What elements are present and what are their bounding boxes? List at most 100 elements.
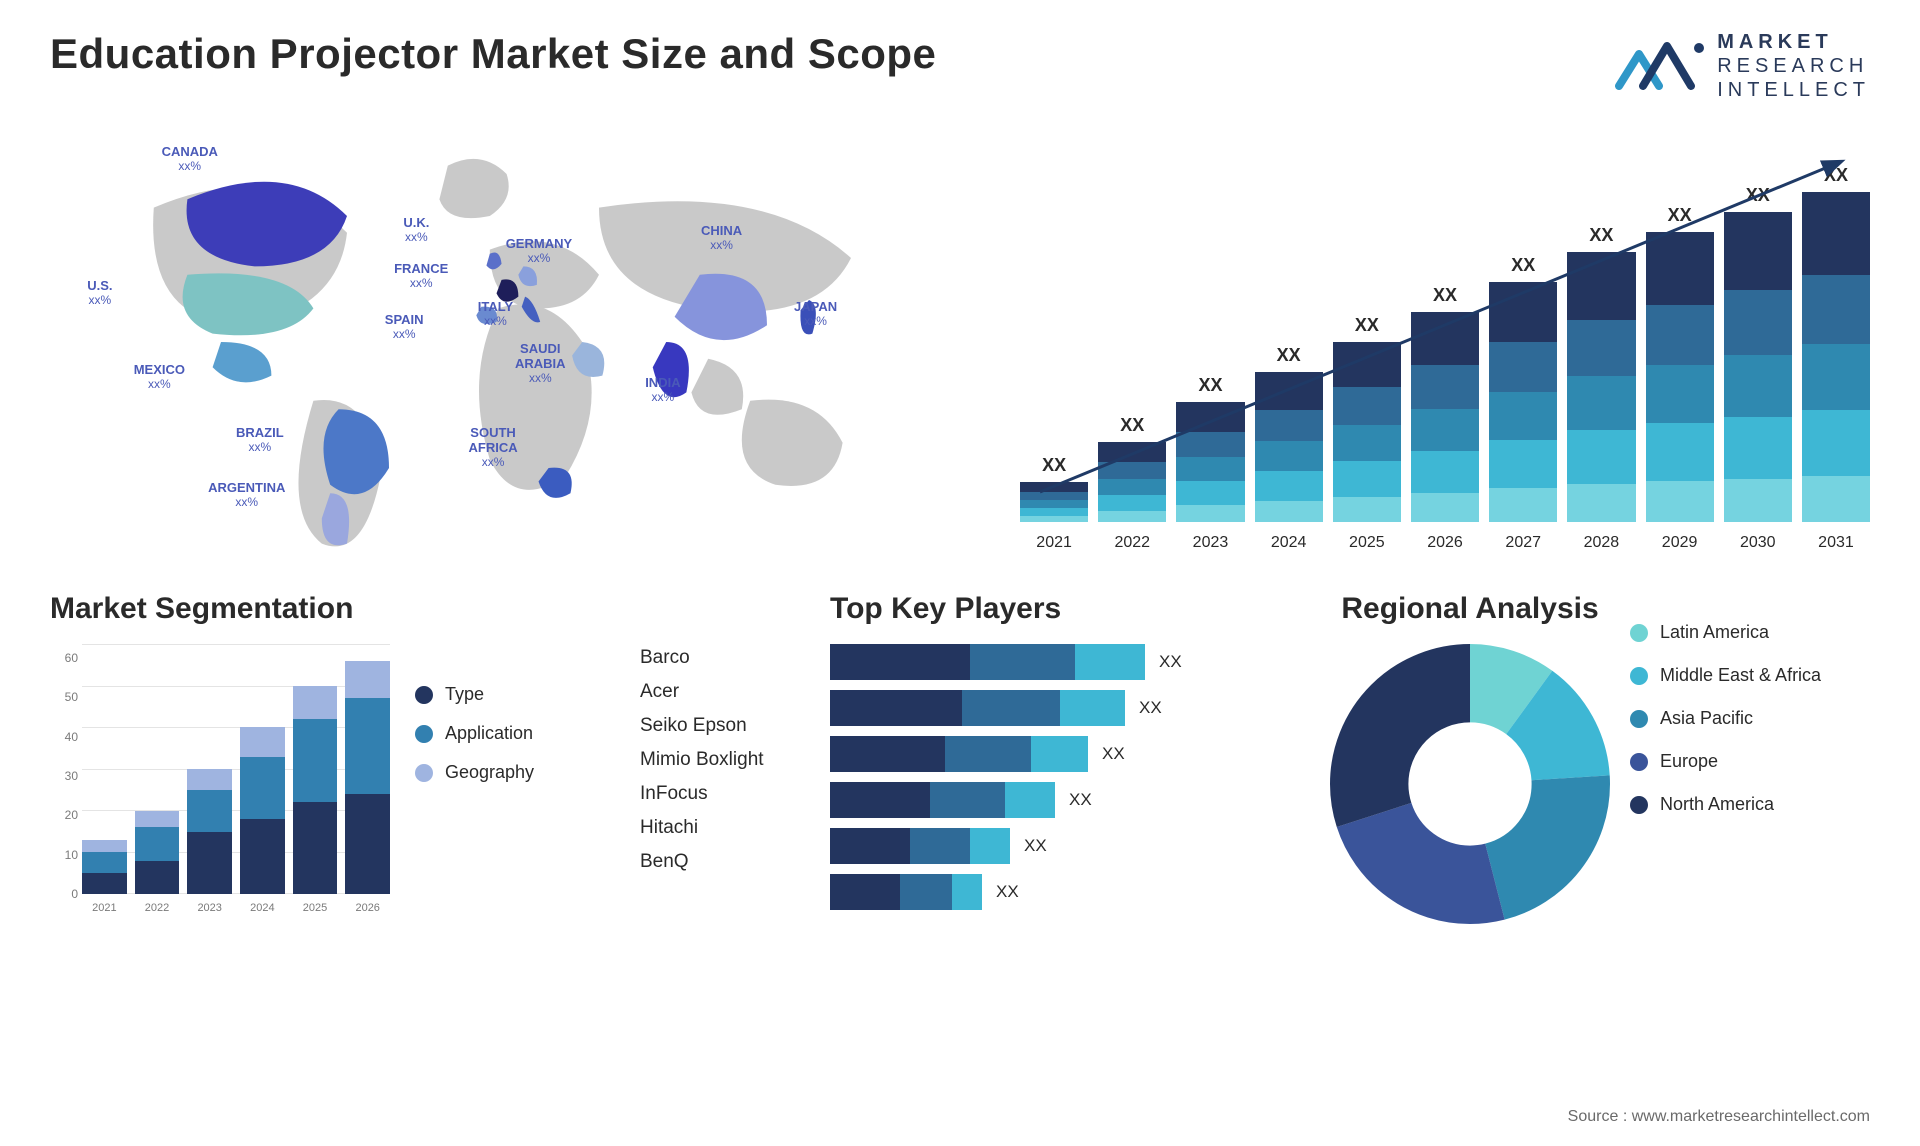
growth-value-label: XX	[1824, 165, 1848, 186]
growth-year-2025: 2025	[1333, 534, 1401, 552]
growth-value-label: XX	[1355, 315, 1379, 336]
regional-panel: Regional Analysis Latin America Middle Ea…	[1330, 592, 1870, 924]
growth-chart: XX XX XX XX XX XX XX XX XX XX XX 2021 2022 2023 2024 2…	[1020, 132, 1870, 552]
key-players-list: Barco Acer Seiko Epson Mimio Boxlight InFocu…	[640, 592, 810, 924]
player-benq: BenQ	[640, 851, 810, 873]
growth-bar-2021: XX	[1020, 455, 1088, 522]
growth-value-label: XX	[1668, 205, 1692, 226]
map-label-argentina: ARGENTINAxx%	[208, 481, 285, 510]
world-map-panel: CANADAxx% U.S.xx% MEXICOxx% BRAZILxx% ARGENT…	[50, 132, 980, 552]
growth-value-label: XX	[1042, 455, 1066, 476]
segmentation-chart: 0102030405060 202120222023202420252026	[50, 644, 390, 914]
logo-line1: MARKET	[1717, 30, 1870, 54]
regional-legend: Latin America Middle East & Africa Asia Pa…	[1630, 592, 1821, 924]
map-label-france: FRANCExx%	[394, 262, 448, 291]
region-legend-asia-pacific: Asia Pacific	[1630, 708, 1821, 729]
player-seiko-epson: Seiko Epson	[640, 715, 810, 737]
segmentation-bar-2023	[187, 769, 232, 894]
map-label-south-africa: SOUTHAFRICAxx%	[469, 426, 518, 470]
growth-year-2022: 2022	[1098, 534, 1166, 552]
segmentation-bar-2022	[135, 811, 180, 894]
region-legend-north-america: North America	[1630, 794, 1821, 815]
growth-year-2028: 2028	[1567, 534, 1635, 552]
growth-bar-2031: XX	[1802, 165, 1870, 522]
segmentation-bar-2026	[345, 661, 390, 894]
map-label-u-k-: U.K.xx%	[403, 216, 429, 245]
growth-bar-2024: XX	[1255, 345, 1323, 522]
segmentation-legend-application: Application	[415, 723, 534, 744]
player-bar-3: XX	[830, 782, 1300, 818]
player-infocus: InFocus	[640, 783, 810, 805]
growth-year-2030: 2030	[1724, 534, 1792, 552]
map-label-india: INDIAxx%	[645, 376, 680, 405]
growth-bar-2027: XX	[1489, 255, 1557, 522]
player-mimio-boxlight: Mimio Boxlight	[640, 749, 810, 771]
segmentation-bar-2024	[240, 727, 285, 894]
player-bar-2: XX	[830, 736, 1300, 772]
map-label-italy: ITALYxx%	[478, 300, 513, 329]
logo-icon	[1615, 34, 1705, 98]
growth-year-2031: 2031	[1802, 534, 1870, 552]
brand-logo: MARKET RESEARCH INTELLECT	[1615, 30, 1870, 102]
segmentation-legend-geography: Geography	[415, 762, 534, 783]
logo-line2: RESEARCH	[1717, 54, 1870, 78]
map-label-spain: SPAINxx%	[385, 313, 424, 342]
segmentation-bar-2025	[293, 686, 338, 894]
growth-chart-panel: XX XX XX XX XX XX XX XX XX XX XX 2021 2022 2023 2024 2…	[1020, 132, 1870, 552]
logo-text: MARKET RESEARCH INTELLECT	[1717, 30, 1870, 102]
growth-bar-2026: XX	[1411, 285, 1479, 522]
region-legend-latin-america: Latin America	[1630, 622, 1821, 643]
player-bar-5: XX	[830, 874, 1300, 910]
growth-value-label: XX	[1746, 185, 1770, 206]
growth-bar-2022: XX	[1098, 415, 1166, 522]
page-title: Education Projector Market Size and Scop…	[50, 30, 936, 78]
player-barco: Barco	[640, 647, 810, 669]
growth-value-label: XX	[1511, 255, 1535, 276]
map-label-saudi-arabia: SAUDIARABIAxx%	[515, 342, 566, 386]
logo-line3: INTELLECT	[1717, 78, 1870, 102]
growth-bar-2025: XX	[1333, 315, 1401, 522]
key-players-panel: Barco Acer Seiko Epson Mimio Boxlight InFocu…	[640, 592, 1300, 924]
growth-bar-2029: XX	[1646, 205, 1714, 522]
growth-value-label: XX	[1277, 345, 1301, 366]
growth-bar-2028: XX	[1567, 225, 1635, 522]
player-bar-1: XX	[830, 690, 1300, 726]
map-label-japan: JAPANxx%	[794, 300, 837, 329]
bottom-row: Market Segmentation 0102030405060 202120…	[50, 592, 1870, 924]
player-hitachi: Hitachi	[640, 817, 810, 839]
map-label-u-s-: U.S.xx%	[87, 279, 112, 308]
map-label-brazil: BRAZILxx%	[236, 426, 284, 455]
region-legend-europe: Europe	[1630, 751, 1821, 772]
header: Education Projector Market Size and Scop…	[50, 30, 1870, 102]
segmentation-panel: Market Segmentation 0102030405060 202120…	[50, 592, 610, 924]
growth-bar-2030: XX	[1724, 185, 1792, 522]
player-bar-0: XX	[830, 644, 1300, 680]
segmentation-legend: Type Application Geography	[415, 644, 534, 914]
map-label-canada: CANADAxx%	[162, 145, 218, 174]
player-bar-4: XX	[830, 828, 1300, 864]
region-legend-middle-east-africa: Middle East & Africa	[1630, 665, 1821, 686]
player-acer: Acer	[640, 681, 810, 703]
growth-year-2023: 2023	[1176, 534, 1244, 552]
segmentation-legend-type: Type	[415, 684, 534, 705]
growth-value-label: XX	[1589, 225, 1613, 246]
map-label-china: CHINAxx%	[701, 224, 742, 253]
segmentation-title: Market Segmentation	[50, 592, 610, 626]
map-label-mexico: MEXICOxx%	[134, 363, 185, 392]
growth-value-label: XX	[1433, 285, 1457, 306]
top-row: CANADAxx% U.S.xx% MEXICOxx% BRAZILxx% ARGENT…	[50, 132, 1870, 552]
growth-year-2027: 2027	[1489, 534, 1557, 552]
growth-year-2029: 2029	[1646, 534, 1714, 552]
key-players-chart: XX XX XX XX XX XX	[830, 644, 1300, 910]
growth-year-2024: 2024	[1255, 534, 1323, 552]
key-players-title: Top Key Players	[830, 592, 1300, 626]
map-label-germany: GERMANYxx%	[506, 237, 572, 266]
regional-title: Regional Analysis	[1330, 592, 1610, 626]
regional-donut	[1330, 644, 1610, 924]
growth-year-2026: 2026	[1411, 534, 1479, 552]
growth-value-label: XX	[1120, 415, 1144, 436]
source-attribution: Source : www.marketresearchintellect.com	[1568, 1108, 1870, 1126]
segmentation-bar-2021	[82, 840, 127, 894]
growth-year-2021: 2021	[1020, 534, 1088, 552]
growth-bar-2023: XX	[1176, 375, 1244, 522]
